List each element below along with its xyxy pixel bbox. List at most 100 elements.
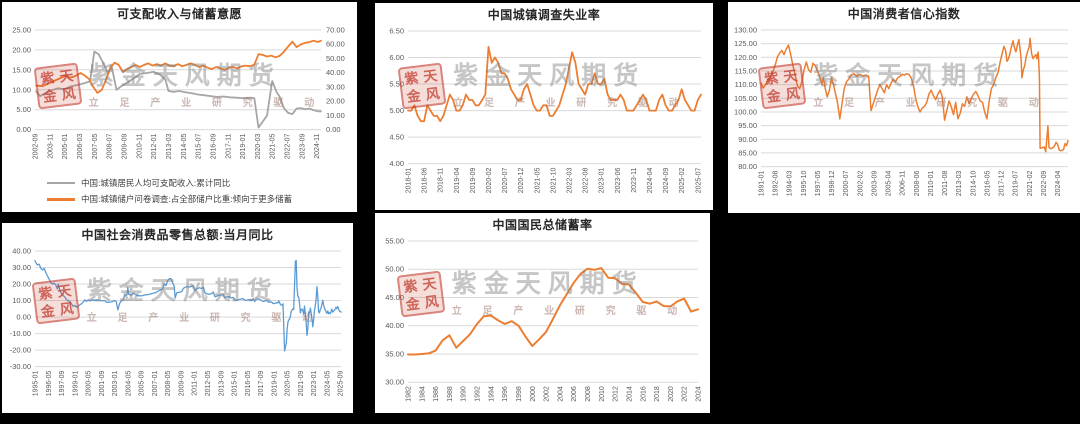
svg-text:50.00: 50.00 <box>326 54 345 63</box>
svg-text:1995-01: 1995-01 <box>33 371 40 397</box>
svg-text:2008-05: 2008-05 <box>165 371 172 397</box>
svg-text:2022: 2022 <box>682 386 689 402</box>
chart-title: 中国消费者信心指数 <box>847 7 961 21</box>
svg-text:30.00: 30.00 <box>385 378 404 387</box>
svg-text:120.00: 120.00 <box>734 53 757 62</box>
svg-text:95.00: 95.00 <box>738 121 757 130</box>
svg-text:2018: 2018 <box>654 386 661 402</box>
svg-text:2008: 2008 <box>585 386 592 402</box>
svg-text:1992-08: 1992-08 <box>773 171 780 197</box>
chart-panel-national-savings: 中国国民总储蓄率 30.00 35.00 40.00 45.00 50.00 55.00 1… <box>375 213 710 413</box>
svg-text:2022-08: 2022-08 <box>583 168 590 194</box>
svg-text:1986: 1986 <box>433 386 440 402</box>
svg-text:4.50: 4.50 <box>389 133 404 142</box>
svg-text:10.00: 10.00 <box>12 296 31 305</box>
svg-text:2025-09: 2025-09 <box>338 371 345 397</box>
svg-text:2011-08: 2011-08 <box>942 170 949 195</box>
svg-text:2009-09: 2009-09 <box>179 371 186 397</box>
svg-text:20.00: 20.00 <box>12 45 31 54</box>
svg-text:2010: 2010 <box>599 386 606 402</box>
svg-text:2012-05: 2012-05 <box>205 371 212 397</box>
svg-text:40.00: 40.00 <box>326 68 345 77</box>
svg-text:125.00: 125.00 <box>734 39 757 48</box>
svg-text:2008-06: 2008-06 <box>914 171 921 197</box>
svg-text:25.00: 25.00 <box>12 26 31 35</box>
svg-text:1992: 1992 <box>475 386 482 402</box>
legend-swatch-savings <box>47 197 75 201</box>
svg-text:2004-05: 2004-05 <box>125 371 132 397</box>
svg-text:2019-07: 2019-07 <box>1013 171 1020 197</box>
chart-svg: 4.00 4.50 5.00 5.50 6.00 6.50 2018-01 2018-06 20… <box>389 27 702 194</box>
svg-text:15.00: 15.00 <box>12 65 31 74</box>
svg-text:70.00: 70.00 <box>326 26 345 35</box>
svg-text:2006: 2006 <box>571 386 578 402</box>
svg-text:2016-09: 2016-09 <box>210 134 217 160</box>
svg-text:110.00: 110.00 <box>735 80 757 89</box>
svg-text:2024-11: 2024-11 <box>314 133 321 158</box>
svg-text:2009-09: 2009-09 <box>122 134 129 160</box>
svg-text:2022-09: 2022-09 <box>1041 171 1048 197</box>
svg-text:10.00: 10.00 <box>12 85 31 94</box>
svg-text:2004: 2004 <box>557 386 564 402</box>
svg-text:2025-07: 2025-07 <box>695 168 702 194</box>
chart-svg: 0.00 5.00 10.00 15.00 20.00 25.00 0.00 10.00 20.… <box>12 26 345 160</box>
svg-text:0.00: 0.00 <box>326 125 341 134</box>
svg-text:-30.00: -30.00 <box>10 362 31 371</box>
svg-text:2020-07: 2020-07 <box>502 168 509 194</box>
svg-text:130.00: 130.00 <box>734 26 757 35</box>
svg-text:2021-10: 2021-10 <box>550 168 557 194</box>
svg-text:2021-02: 2021-02 <box>1027 171 1034 197</box>
svg-text:50.00: 50.00 <box>385 265 404 274</box>
svg-text:2013-09: 2013-09 <box>218 371 225 397</box>
legend-label: 中国:城镇居民人均可支配收入:累计同比 <box>81 178 231 188</box>
legend-item: 中国:城镇储户问卷调查:占全部储户比重:倾向于更多储蓄 <box>47 193 312 205</box>
svg-text:2014: 2014 <box>627 386 634 402</box>
svg-text:2024-05: 2024-05 <box>324 371 331 397</box>
svg-text:2021-05: 2021-05 <box>270 134 277 160</box>
svg-text:45.00: 45.00 <box>385 293 404 302</box>
svg-text:2017-12: 2017-12 <box>999 171 1006 197</box>
svg-text:2005-04: 2005-04 <box>886 171 893 197</box>
svg-text:2000-07: 2000-07 <box>843 171 850 197</box>
chart-canvas: 4.00 4.50 5.00 5.50 6.00 6.50 2018-01 2018-06 20… <box>375 23 713 210</box>
chart-panel-retail-sales: 中国社会消费品零售总额:当月同比 -30.00 -20.00 -10.00 0.00 1… <box>2 223 353 413</box>
chart-svg: 80.00 85.00 90.00 95.00 100.00 105.00 110.00 11… <box>734 26 1069 197</box>
chart-svg: -30.00 -20.00 -10.00 0.00 10.00 20.00 30.00 40.… <box>10 247 345 397</box>
svg-text:2003-09: 2003-09 <box>872 171 879 197</box>
legend: 中国:城镇居民人均可支配收入:累计同比 中国:城镇储户问卷调查:占全部储户比重:… <box>2 176 357 212</box>
svg-text:2019-09: 2019-09 <box>470 168 477 194</box>
svg-text:1991-01: 1991-01 <box>759 171 766 197</box>
svg-text:2017-09: 2017-09 <box>258 371 265 397</box>
svg-text:2005-09: 2005-09 <box>139 371 146 397</box>
svg-text:30.00: 30.00 <box>12 263 31 272</box>
svg-text:2023-09: 2023-09 <box>299 134 306 160</box>
svg-text:2019-01: 2019-01 <box>240 134 247 160</box>
svg-text:2003-01: 2003-01 <box>112 371 119 397</box>
svg-text:55.00: 55.00 <box>385 237 404 246</box>
svg-text:40.00: 40.00 <box>12 247 31 256</box>
svg-text:1998: 1998 <box>516 386 523 402</box>
svg-text:2015-07: 2015-07 <box>196 134 203 160</box>
svg-text:40.00: 40.00 <box>385 321 404 330</box>
svg-text:2008-07: 2008-07 <box>107 134 114 160</box>
svg-text:2018-11: 2018-11 <box>438 167 445 192</box>
svg-text:2016-05: 2016-05 <box>245 371 252 397</box>
svg-text:2002-02: 2002-02 <box>857 171 864 197</box>
chart-panel-income-savings: 可支配收入与储蓄意愿 0.00 5.00 10.00 15.00 20.00 25.00 0… <box>2 2 357 212</box>
svg-text:2023-01: 2023-01 <box>311 371 318 397</box>
svg-text:2013-03: 2013-03 <box>166 134 173 160</box>
chart-title: 中国国民总储蓄率 <box>492 218 593 232</box>
svg-text:2023-01: 2023-01 <box>599 168 606 194</box>
chart-canvas: 0.00 5.00 10.00 15.00 20.00 25.00 0.00 10.00 20.… <box>2 22 357 176</box>
svg-text:1997-05: 1997-05 <box>815 171 822 197</box>
svg-text:1990: 1990 <box>461 386 468 402</box>
svg-text:2020-03: 2020-03 <box>255 134 262 160</box>
svg-text:2007-01: 2007-01 <box>152 371 159 397</box>
svg-text:2022-07: 2022-07 <box>285 134 292 160</box>
svg-text:10.00: 10.00 <box>326 111 345 120</box>
svg-text:2003-11: 2003-11 <box>47 133 54 158</box>
svg-text:2000: 2000 <box>530 386 537 402</box>
svg-text:2013-03: 2013-03 <box>956 171 963 197</box>
svg-text:30.00: 30.00 <box>326 82 345 91</box>
